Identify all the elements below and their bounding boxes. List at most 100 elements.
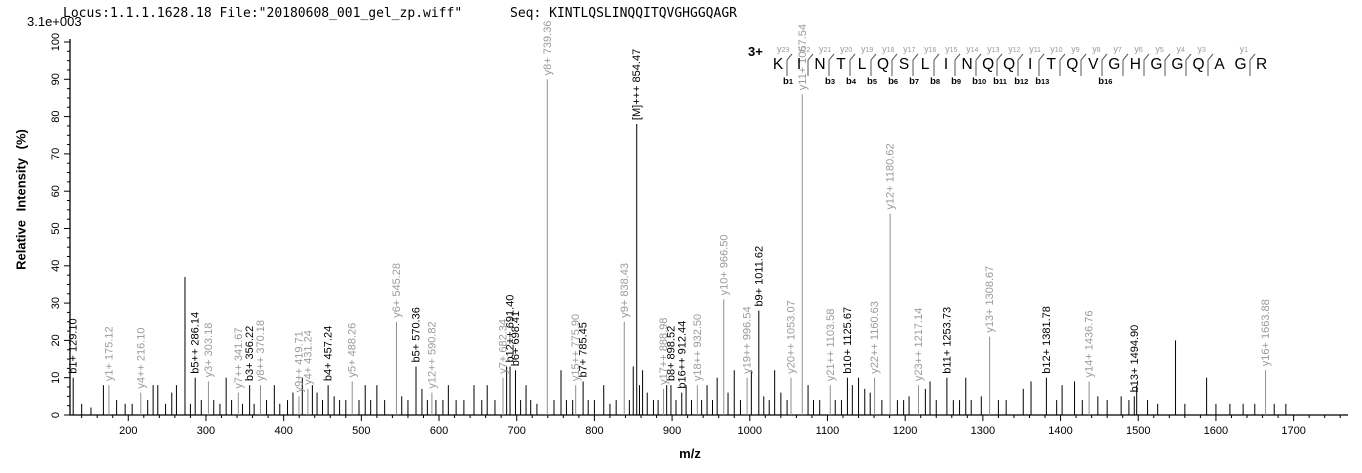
- y-axis-tick-label: 60: [50, 185, 62, 197]
- fragment-bond-mark: y17 b7: [903, 44, 919, 87]
- x-axis-tick-label: 800: [585, 425, 603, 437]
- fragment-number: 7: [914, 77, 920, 86]
- fragment-bond-mark: y15 b9: [945, 44, 961, 87]
- residue-letter: V: [1088, 56, 1099, 73]
- fragment-number: 22: [802, 47, 811, 54]
- fragment-bond-mark: y13 b11: [987, 44, 1007, 87]
- fragment-bond-mark: y16 b8: [924, 44, 940, 87]
- x-axis-tick-label: 1000: [738, 425, 762, 437]
- locus-file-header: Locus:1.1.1.1628.18 File:"20180608_001_g…: [63, 6, 463, 21]
- fragment-number: 11: [998, 77, 1007, 86]
- y-axis-tick-label: 100: [50, 33, 62, 51]
- residue-letter: Q: [1003, 56, 1016, 73]
- b-ion-coverage-label: b7: [909, 76, 920, 87]
- peak-label: b1+ 129.10: [68, 318, 80, 373]
- y-ion-coverage-label: y11: [1029, 44, 1041, 54]
- y-ion-coverage-label: y8: [1092, 44, 1101, 54]
- fragment-number: 8: [1096, 47, 1101, 54]
- fragment-number: 19: [865, 47, 874, 54]
- peak-label: b9+ 1011.62: [753, 246, 765, 307]
- peak-label: y3+ 303.18: [203, 323, 215, 378]
- b-ion-coverage-label: b11: [993, 76, 1007, 87]
- fragment-number: 3: [1202, 47, 1206, 54]
- x-axis-tick-label: 1100: [816, 425, 840, 437]
- fragment-number: 11: [1033, 47, 1041, 54]
- fragment-number: 3: [830, 77, 835, 86]
- fragment-bond-mark: y3: [1198, 44, 1214, 78]
- x-axis-tick-label: 1300: [971, 425, 995, 437]
- fragment-bond-mark: y18 b6: [882, 44, 898, 87]
- y-ion-coverage-label: y23: [777, 44, 790, 54]
- peak-label: b10+ 1125.67: [842, 307, 854, 374]
- residue-letter: Q: [982, 56, 995, 73]
- fragment-bond-mark: y8 b16: [1092, 44, 1112, 87]
- y-axis-tick-label: 70: [50, 148, 62, 160]
- peak-label: b16++ 912.44: [676, 321, 688, 389]
- y-axis-tick-label: 90: [50, 73, 62, 85]
- peak-label: y7+ 682.34: [497, 319, 509, 374]
- residue-letter: L: [857, 56, 867, 73]
- peak-label: y13+ 1308.67: [984, 266, 996, 333]
- peak-label: b5++ 286.14: [190, 312, 202, 374]
- fragment-number: 18: [886, 47, 895, 54]
- peak-label: y12+ 1180.62: [885, 143, 897, 209]
- peak-label: y4+ 431.24: [302, 330, 314, 385]
- fragment-number: 6: [893, 77, 899, 86]
- peak-label: b6+ 698.41: [510, 311, 522, 366]
- peak-label: b5+ 570.36: [411, 307, 423, 362]
- peak-label: [M]+++ 854.47: [631, 49, 643, 120]
- fragment-number: 7: [1117, 47, 1122, 54]
- y-ion-coverage-label: y13: [987, 44, 1000, 54]
- y-ion-coverage-label: y9: [1071, 44, 1080, 54]
- cleavage-slash-icon: [933, 53, 940, 76]
- residue-letter: G: [1171, 56, 1184, 73]
- peak-label: b4+ 457.24: [323, 326, 335, 381]
- fragment-number: 15: [949, 47, 958, 54]
- fragment-number: 13: [991, 47, 1000, 54]
- y-ion-coverage-label: y1: [1239, 44, 1248, 54]
- y-axis-title: Relative Intensity (%): [13, 129, 29, 270]
- fragment-number: 5: [1159, 47, 1164, 54]
- fragment-number: 20: [844, 47, 853, 54]
- cleavage-slash-icon: [786, 53, 793, 76]
- fragment-number: 21: [823, 47, 832, 54]
- fragment-bond-mark: y12 b12: [1008, 44, 1028, 87]
- cleavage-slash-icon: [975, 53, 982, 76]
- cleavage-slash-icon: [996, 53, 1003, 76]
- residue-letter: N: [814, 56, 826, 73]
- residue-letter: L: [920, 56, 930, 73]
- fragment-bond-mark: y9: [1071, 44, 1087, 78]
- peak-label: y14+ 1436.76: [1084, 310, 1096, 377]
- y-ion-coverage-label: y15: [945, 44, 958, 54]
- fragment-bond-mark: y1: [1240, 44, 1256, 78]
- residue-letter: T: [836, 56, 846, 73]
- cleavage-slash-icon: [1207, 53, 1213, 76]
- y-ion-coverage-label: y10: [1050, 44, 1063, 54]
- fragment-number: 1: [1244, 47, 1248, 54]
- max-intensity-label: 3.1e+003: [27, 14, 82, 29]
- cleavage-slash-icon: [954, 53, 961, 76]
- residue-letter: A: [1214, 56, 1225, 73]
- fragment-number: 16: [928, 47, 937, 54]
- residue-letter: K: [772, 56, 784, 73]
- x-axis-tick-label: 400: [274, 425, 292, 437]
- fragment-number: 14: [970, 47, 979, 54]
- y-ion-coverage-label: y14: [966, 44, 979, 54]
- peak-label: y12++ 590.82: [426, 321, 438, 388]
- peak-label: y11+ 1067.54: [797, 24, 809, 90]
- peak-label: b12++ 691.40: [505, 295, 517, 363]
- peak-label: b7+ 785.45: [578, 322, 590, 377]
- fragment-number: 23: [781, 47, 790, 54]
- x-axis-tick-label: 200: [119, 425, 137, 437]
- fragment-number: 6: [1138, 47, 1143, 54]
- peak-label: y8++ 370.18: [255, 320, 267, 381]
- peak-label: y20++ 1053.07: [786, 300, 798, 373]
- fragment-number: 1: [788, 77, 793, 86]
- peak-label: y21++ 1103.58: [825, 309, 837, 382]
- b-ion-coverage-label: b10: [972, 76, 987, 87]
- fragment-bond-mark: y11 b13: [1029, 44, 1049, 87]
- cleavage-slash-icon: [1038, 53, 1045, 76]
- x-axis-tick-label: 700: [508, 425, 526, 437]
- fragment-bond-mark: y14 b10: [966, 44, 986, 87]
